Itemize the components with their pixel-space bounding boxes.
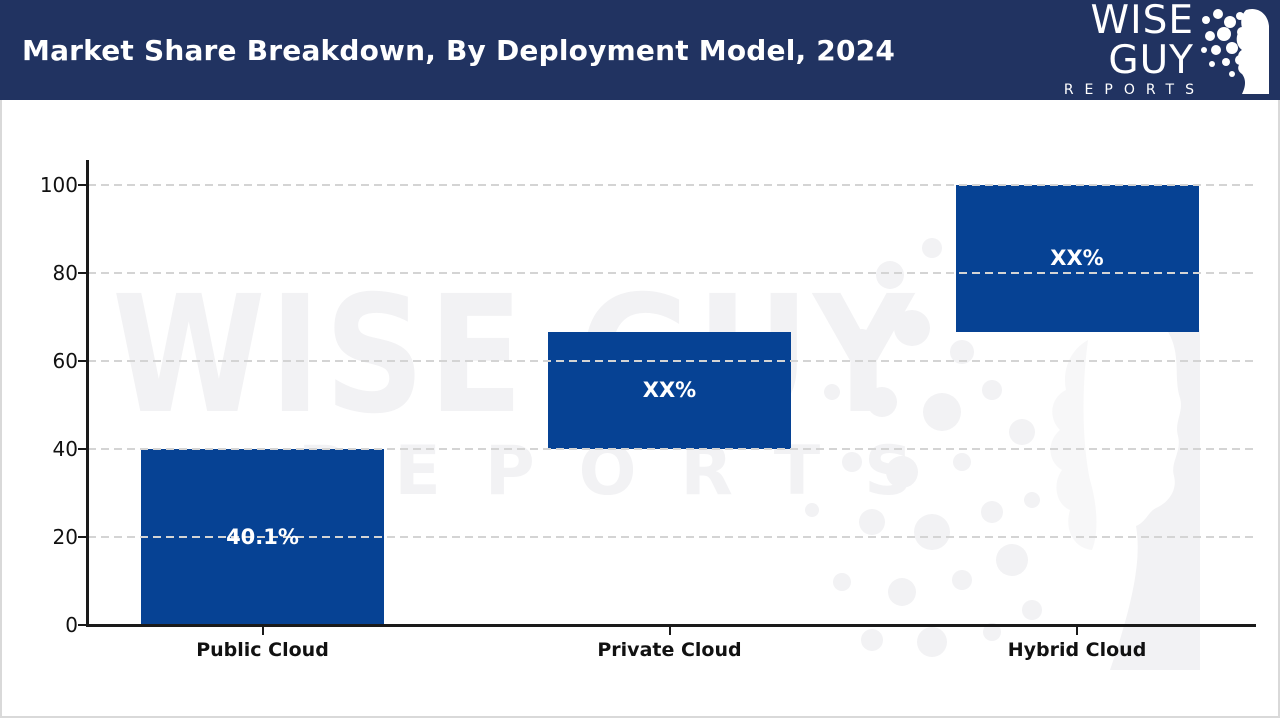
x-axis-label-private-cloud: Private Cloud xyxy=(597,639,742,661)
y-axis-tick xyxy=(78,360,86,362)
x-axis-tick xyxy=(1076,627,1078,635)
gridline-40 xyxy=(88,448,1256,450)
bar-value-label-hybrid-cloud: XX% xyxy=(1050,246,1104,271)
y-axis-tick xyxy=(78,536,86,538)
y-tick-label: 20 xyxy=(52,525,78,549)
y-axis-tick xyxy=(78,448,86,450)
page-border-left xyxy=(0,100,2,718)
y-tick-label: 0 xyxy=(65,613,78,637)
y-axis-tick xyxy=(78,272,86,274)
x-axis-label-public-cloud: Public Cloud xyxy=(196,639,329,661)
y-axis-line xyxy=(86,160,89,627)
logo-face-icon xyxy=(1201,9,1269,94)
bar-private-cloud xyxy=(548,331,791,449)
y-tick-label: 80 xyxy=(52,261,78,285)
report-header: Market Share Breakdown, By Deployment Mo… xyxy=(0,0,1280,100)
gridline-20 xyxy=(88,536,1256,538)
y-axis-tick xyxy=(78,624,86,626)
y-tick-label: 100 xyxy=(39,173,78,197)
y-tick-label: 40 xyxy=(52,437,78,461)
y-axis-tick xyxy=(78,184,86,186)
x-axis-label-hybrid-cloud: Hybrid Cloud xyxy=(1007,639,1147,661)
gridline-100 xyxy=(88,184,1256,186)
y-tick-label: 60 xyxy=(52,349,78,373)
page-border-bottom xyxy=(0,716,1280,718)
x-axis-line xyxy=(86,624,1256,627)
chart-title: Market Share Breakdown, By Deployment Mo… xyxy=(22,33,896,67)
logo-wiseguy-text: WISE GUY xyxy=(1090,0,1194,83)
x-axis-tick xyxy=(668,627,671,635)
bar-value-label-private-cloud: XX% xyxy=(642,378,697,403)
wiseguy-logo: WISE GUY REPORTS xyxy=(1035,1,1270,99)
logo-text: WISE GUY REPORTS xyxy=(1035,1,1194,99)
page-border-right xyxy=(1278,100,1280,718)
x-axis-tick xyxy=(261,627,264,635)
logo-reports-text: REPORTS xyxy=(1063,82,1205,98)
bar-value-label-public-cloud: 40.1% xyxy=(226,524,299,549)
gridline-80 xyxy=(88,272,1256,274)
gridline-60 xyxy=(88,360,1256,362)
